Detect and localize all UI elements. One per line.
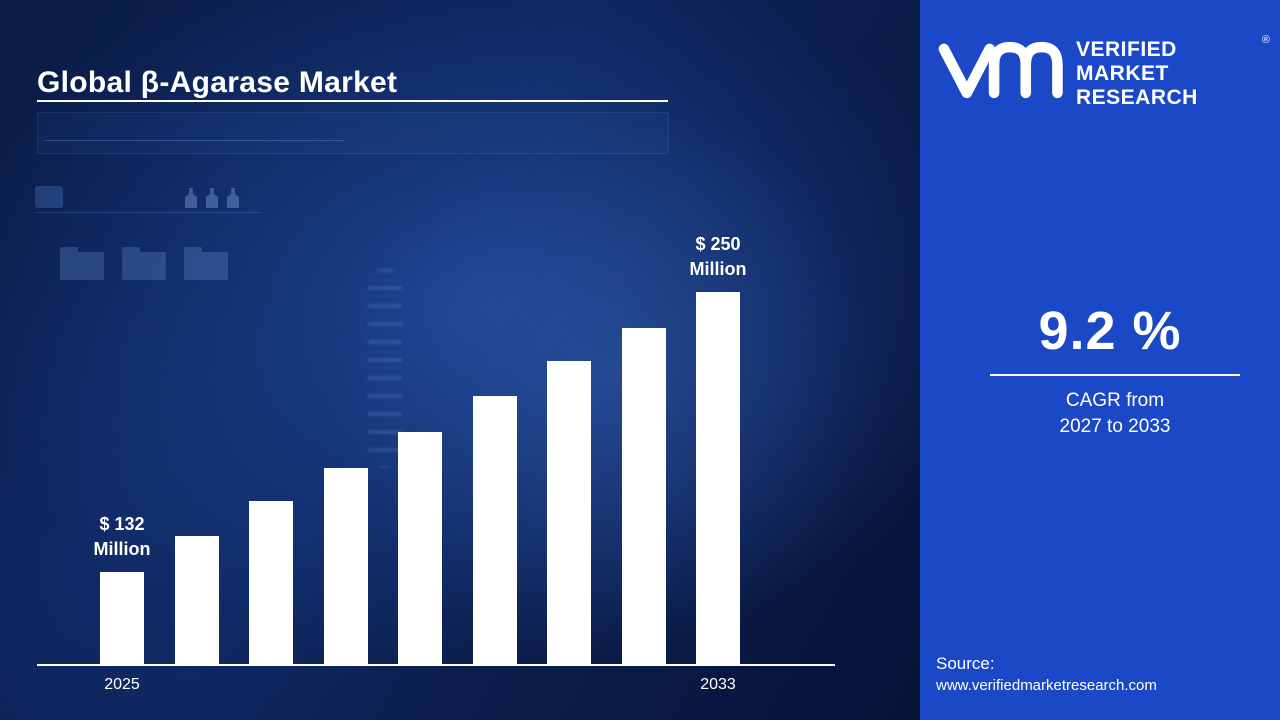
chart-section: Global β-Agarase Market $ 132 Million $ 25… [0, 0, 920, 720]
bar-plot: $ 132 Million $ 250 Million [94, 234, 747, 664]
brand-line-2: MARKET [1076, 61, 1169, 85]
bar-column: $ 250 Million [690, 234, 747, 664]
bar-value-label: $ 250 Million [689, 233, 747, 279]
folder-icon [122, 247, 166, 280]
cagr-caption-line-1: CAGR from [1065, 390, 1165, 411]
bar-value-label: $ 132 Million [93, 513, 151, 559]
background-pulse-line [44, 128, 344, 141]
right-panel: VERIFIED MARKET RESEARCH ® 9.2 % CAGR fr… [920, 0, 1280, 720]
background-hud-panel [37, 112, 669, 154]
brand-line-3: RESEARCH [1076, 85, 1198, 109]
bar [621, 328, 666, 664]
background-divider-line [35, 212, 260, 213]
vmr-logo: VERIFIED MARKET RESEARCH [936, 34, 1198, 111]
bar [323, 468, 368, 664]
bar-column: $ 132 Million [94, 284, 151, 664]
cagr-value: 9.2 % [1038, 301, 1182, 361]
background-folder-icons [60, 247, 228, 280]
x-tick-2033: 2033 [700, 676, 736, 693]
bar-column [249, 284, 293, 664]
bar [249, 501, 293, 664]
bar [100, 572, 144, 664]
registered-trademark-symbol: ® [1261, 34, 1270, 46]
bar [398, 432, 442, 664]
page-title: Global β-Agarase Market [37, 66, 398, 100]
folder-icon [60, 247, 104, 280]
person-icon [185, 188, 197, 208]
cagr-caption-line-2: 2027 to 2033 [1059, 415, 1171, 437]
brand-wordmark: VERIFIED MARKET RESEARCH [1076, 38, 1198, 110]
person-icon [206, 188, 218, 208]
bar [472, 396, 517, 664]
brand-line-1: VERIFIED [1076, 38, 1177, 61]
background-people-icons [185, 188, 255, 208]
bar-column [621, 284, 666, 664]
bar [696, 292, 740, 664]
bar [547, 361, 591, 664]
bar-column [323, 284, 368, 664]
x-axis-line [37, 664, 835, 666]
bar-column [472, 284, 517, 664]
x-tick-2025: 2025 [104, 676, 140, 693]
vmr-logo-monogram [936, 34, 1068, 111]
person-icon [227, 188, 239, 208]
bar [174, 536, 219, 664]
source-url: www.verifiedmarketresearch.com [936, 677, 1157, 694]
source-label: Source: [936, 654, 995, 673]
bar-column [398, 284, 442, 664]
source-block: Source: www.verifiedmarketresearch.com [936, 654, 1157, 694]
folder-icon [184, 247, 228, 280]
bar-column [547, 284, 591, 664]
bar-column [174, 284, 219, 664]
title-underline [37, 100, 668, 102]
cagr-underline [990, 374, 1240, 376]
cagr-caption: CAGR from 2027 to 2033 [990, 388, 1240, 439]
background-chip-icon [35, 186, 63, 208]
